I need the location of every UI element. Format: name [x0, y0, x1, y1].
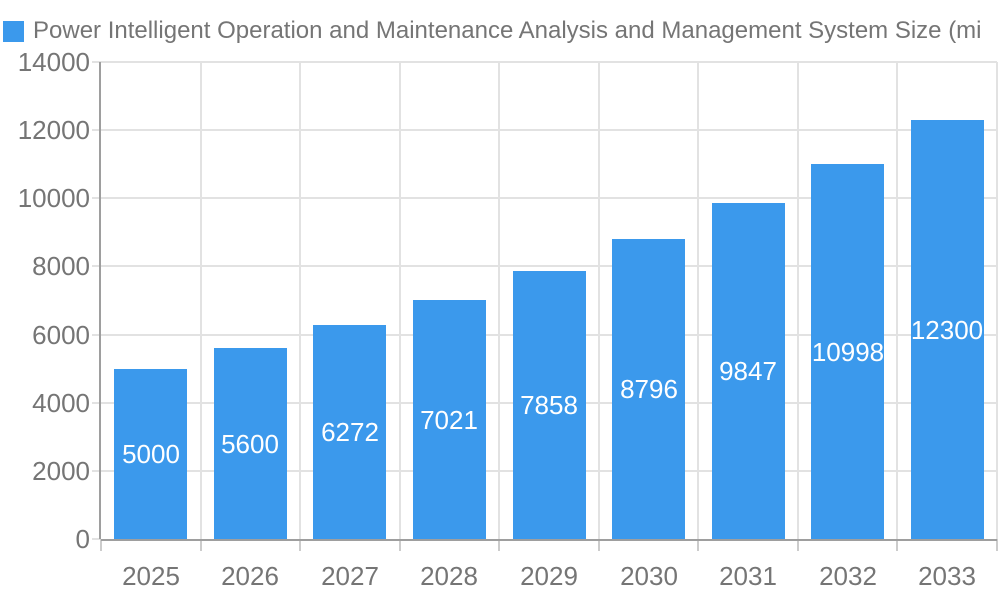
- bar[interactable]: [513, 271, 586, 539]
- x-gridline: [697, 62, 699, 539]
- y-tick: [92, 265, 101, 267]
- y-tick-label: 6000: [32, 320, 90, 350]
- y-tick-label: 4000: [32, 388, 90, 418]
- bar[interactable]: [413, 300, 486, 539]
- x-tick-label: 2029: [520, 561, 578, 591]
- y-gridline: [101, 265, 997, 267]
- x-tick: [598, 539, 600, 551]
- bar-value-label: 10998: [811, 337, 885, 367]
- x-tick: [399, 539, 401, 551]
- x-axis-line: [101, 539, 997, 541]
- y-gridline: [101, 61, 997, 63]
- y-tick: [92, 61, 101, 63]
- x-tick: [100, 539, 102, 551]
- x-tick: [996, 539, 998, 551]
- legend-swatch: [3, 20, 24, 42]
- bar[interactable]: [712, 203, 785, 539]
- y-tick: [92, 538, 101, 540]
- y-gridline: [101, 197, 997, 199]
- x-tick: [797, 539, 799, 551]
- chart-title: Power Intelligent Operation and Maintena…: [33, 17, 982, 44]
- bar-value-label: 12300: [910, 315, 984, 345]
- x-tick: [697, 539, 699, 551]
- x-tick-label: 2031: [719, 561, 777, 591]
- x-tick-label: 2032: [819, 561, 877, 591]
- x-tick: [498, 539, 500, 551]
- y-tick: [92, 197, 101, 199]
- y-tick-label: 8000: [32, 251, 90, 281]
- bar[interactable]: [612, 239, 685, 539]
- y-tick: [92, 470, 101, 472]
- bar-value-label: 5000: [122, 439, 180, 469]
- x-gridline: [797, 62, 799, 539]
- chart-legend[interactable]: Power Intelligent Operation and Maintena…: [3, 14, 1000, 48]
- x-tick: [896, 539, 898, 551]
- x-gridline: [200, 62, 202, 539]
- bar-value-label: 7858: [520, 390, 578, 420]
- y-tick-label: 12000: [17, 115, 90, 145]
- y-gridline: [101, 129, 997, 131]
- bar[interactable]: [811, 164, 884, 539]
- x-tick-label: 2033: [918, 561, 976, 591]
- bar[interactable]: [911, 120, 984, 539]
- x-tick-label: 2025: [122, 561, 180, 591]
- y-tick: [92, 129, 101, 131]
- x-gridline: [896, 62, 898, 539]
- x-tick-label: 2026: [221, 561, 279, 591]
- bar[interactable]: [214, 348, 287, 539]
- bar[interactable]: [313, 325, 386, 539]
- x-gridline: [299, 62, 301, 539]
- x-tick-label: 2027: [321, 561, 379, 591]
- y-tick-label: 0: [75, 524, 90, 554]
- y-tick-label: 10000: [17, 183, 90, 213]
- bar-value-label: 6272: [321, 417, 379, 447]
- y-axis-line: [99, 62, 101, 539]
- x-tick: [299, 539, 301, 551]
- x-gridline: [598, 62, 600, 539]
- x-gridline: [996, 62, 998, 539]
- x-gridline: [498, 62, 500, 539]
- bar[interactable]: [114, 369, 187, 539]
- bar-value-label: 8796: [620, 374, 678, 404]
- y-tick-label: 2000: [32, 456, 90, 486]
- y-tick-label: 14000: [17, 47, 90, 77]
- y-tick: [92, 402, 101, 404]
- x-tick: [200, 539, 202, 551]
- bar-value-label: 9847: [719, 356, 777, 386]
- x-tick-label: 2030: [620, 561, 678, 591]
- x-tick-label: 2028: [420, 561, 478, 591]
- x-gridline: [399, 62, 401, 539]
- y-tick: [92, 334, 101, 336]
- bar-value-label: 5600: [221, 429, 279, 459]
- bar-value-label: 7021: [420, 405, 478, 435]
